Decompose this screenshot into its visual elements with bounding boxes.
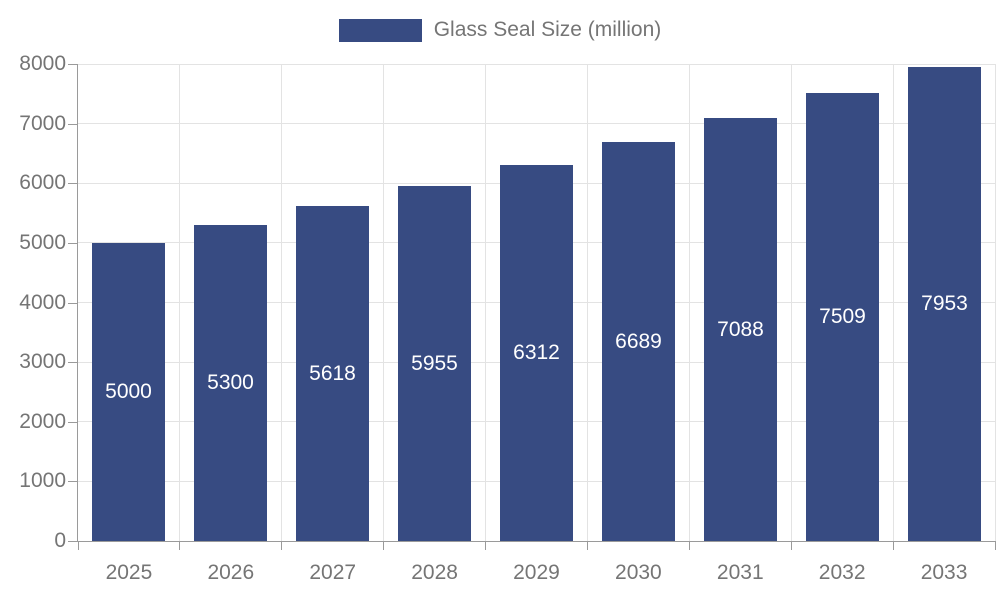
x-tick-mark (790, 541, 792, 550)
v-gridline (994, 64, 996, 541)
x-tick-label: 2028 (411, 561, 458, 584)
bar-value-label: 6312 (513, 341, 560, 364)
x-tick-label: 2030 (615, 561, 662, 584)
x-tick-label: 2026 (207, 561, 255, 584)
y-tick-mark (68, 481, 77, 483)
v-gridline (179, 64, 181, 541)
v-gridline (383, 64, 385, 541)
x-tick-label: 2027 (309, 561, 357, 584)
x-tick-mark (994, 541, 996, 550)
x-tick-mark (77, 541, 79, 550)
y-tick-mark (68, 421, 77, 423)
x-tick-label: 2025 (105, 561, 153, 584)
y-tick-label: 5000 (19, 230, 66, 254)
y-axis-labels: 0 1000 2000 3000 4000 5000 6000 7000 8000 (0, 52, 66, 552)
x-tick-label: 2029 (513, 561, 560, 584)
y-tick-label: 0 (54, 529, 66, 552)
y-tick-mark (68, 362, 77, 364)
bar-2026[interactable]: 5300 (194, 225, 267, 541)
x-tick-mark (586, 541, 588, 550)
bar-value-label: 7953 (921, 292, 968, 315)
v-gridline (688, 64, 690, 541)
y-tick-mark (68, 302, 77, 304)
bar-2028[interactable]: 5955 (398, 186, 471, 541)
y-tick-label: 3000 (19, 350, 66, 374)
x-tick-mark (485, 541, 487, 550)
y-tick-mark (68, 64, 77, 65)
bar-value-label: 5000 (105, 380, 152, 403)
bar-2031[interactable]: 7088 (704, 118, 777, 541)
v-gridline (586, 64, 588, 541)
v-gridline (892, 64, 894, 541)
x-tick-label: 2032 (818, 561, 866, 584)
y-tick-mark (68, 242, 77, 244)
x-tick-label: 2031 (716, 561, 764, 584)
legend[interactable]: Glass Seal Size (million) (0, 18, 1000, 42)
x-tick-mark (688, 541, 690, 550)
y-tick-label: 1000 (19, 469, 66, 493)
x-tick-mark (892, 541, 894, 550)
legend-label: Glass Seal Size (million) (433, 18, 662, 41)
y-tick-label: 2000 (19, 409, 66, 433)
v-gridline (281, 64, 283, 541)
legend-swatch (338, 18, 422, 42)
y-tick-mark (68, 123, 77, 125)
bar-2033[interactable]: 7953 (908, 67, 981, 541)
bar-2032[interactable]: 7509 (806, 93, 879, 541)
y-tick-label: 7000 (19, 111, 66, 135)
y-tick-mark (68, 541, 77, 542)
x-tick-mark (179, 541, 181, 550)
bar-2030[interactable]: 6689 (602, 142, 675, 541)
plot-area: 5000 5300 5618 5955 6312 6689 7088 7509 7953 (77, 63, 996, 542)
y-tick-label: 6000 (19, 171, 66, 195)
h-gridline (78, 123, 995, 125)
x-axis-line (77, 541, 995, 542)
bar-value-label: 7509 (819, 305, 866, 328)
x-tick-label: 2033 (920, 561, 968, 584)
bar-2029[interactable]: 6312 (500, 165, 573, 541)
h-gridline (78, 63, 995, 65)
y-tick-mark (68, 183, 77, 185)
y-tick-label: 8000 (19, 52, 66, 75)
bar-value-label: 5955 (411, 351, 458, 375)
bar-2025[interactable]: 5000 (92, 243, 165, 541)
bar-value-label: 7088 (717, 317, 764, 341)
y-tick-label: 4000 (19, 290, 66, 314)
x-tick-mark (281, 541, 283, 550)
v-gridline (790, 64, 792, 541)
bar-value-label: 6689 (615, 329, 662, 353)
y-axis-line (77, 64, 78, 541)
x-tick-mark (383, 541, 385, 550)
bar-2027[interactable]: 5618 (296, 206, 369, 541)
v-gridline (485, 64, 487, 541)
bar-value-label: 5300 (207, 371, 254, 394)
bar-value-label: 5618 (309, 361, 356, 385)
